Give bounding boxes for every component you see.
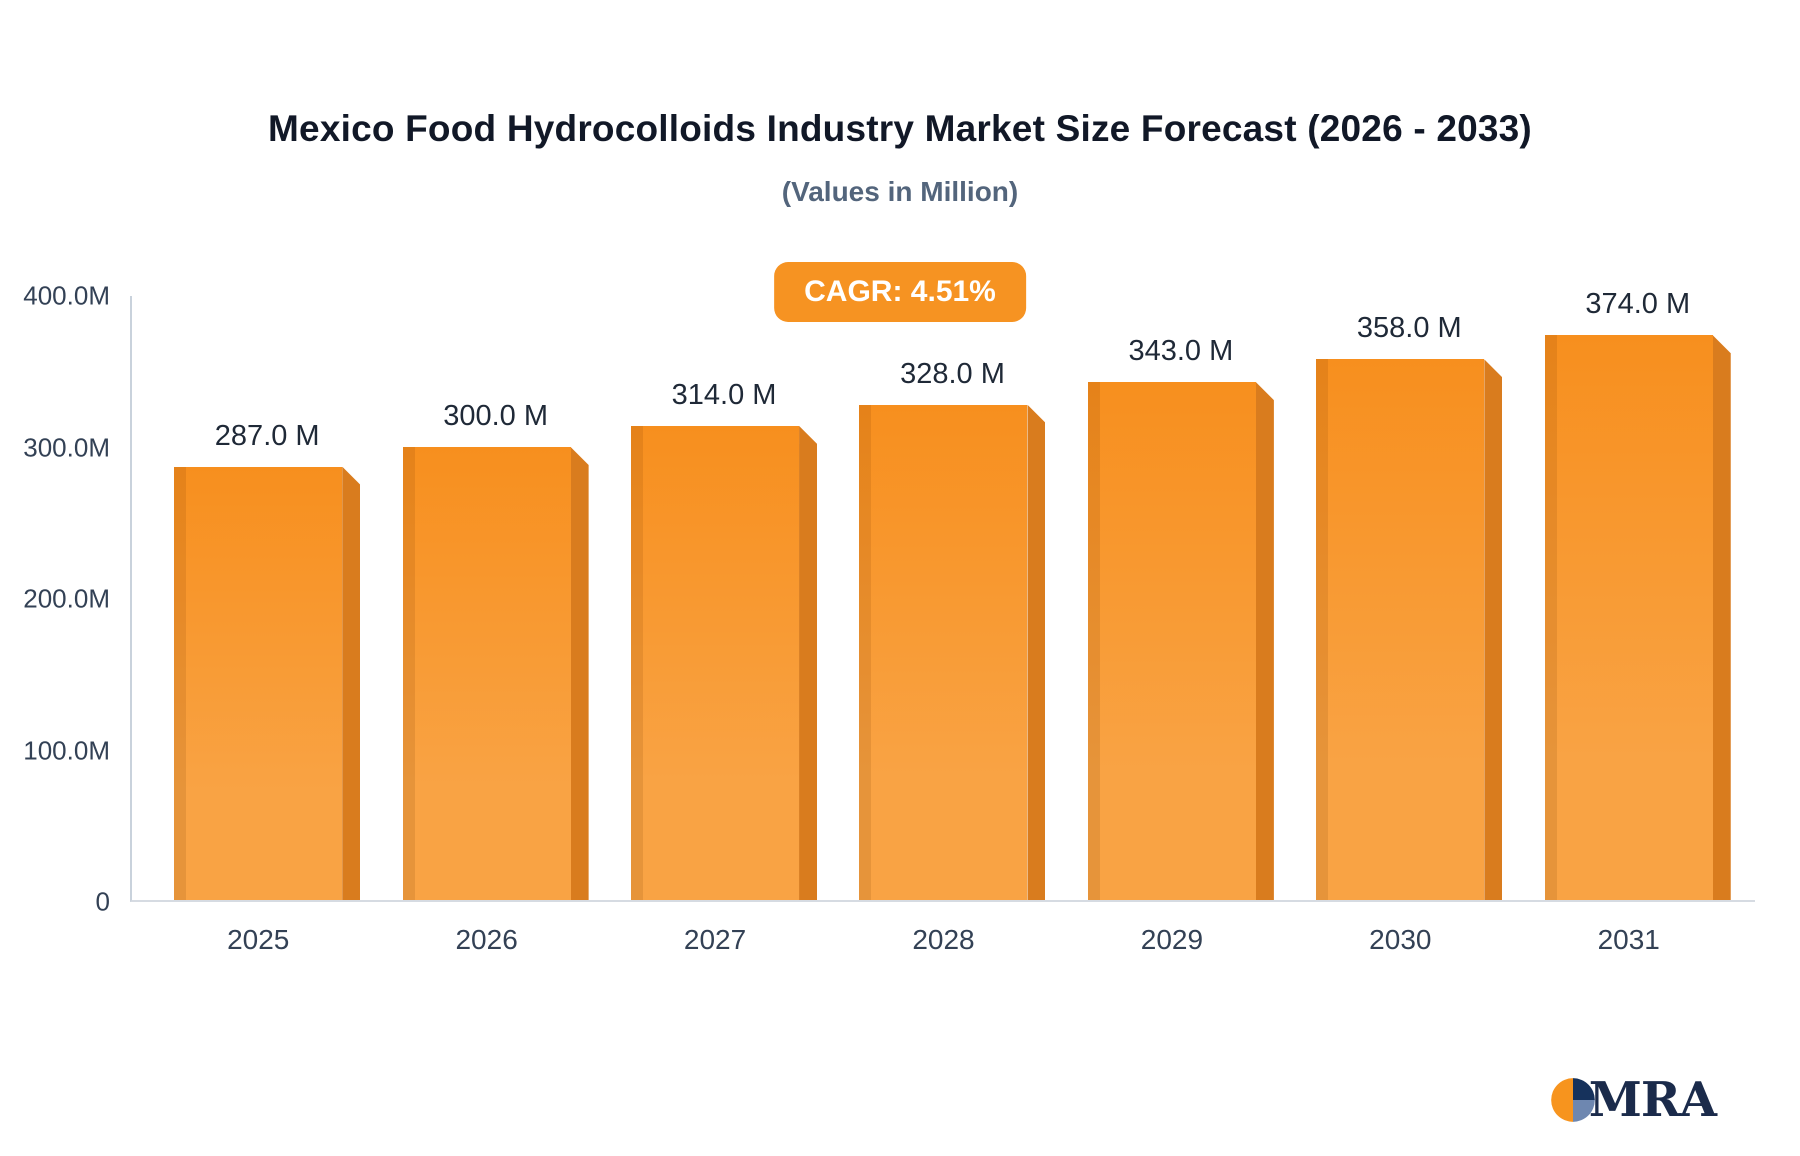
bar-slot: 374.0 M 2031: [1515, 288, 1743, 955]
brand-logo: MRA: [1549, 1072, 1717, 1128]
bar-slot: 343.0 M 2029: [1058, 296, 1286, 955]
bar-value-label: 314.0 M: [671, 378, 777, 411]
bar-side-face: [570, 447, 589, 900]
pie-chart-icon: [1550, 1078, 1595, 1122]
y-tick-label: 0: [95, 886, 110, 917]
bar-2029: 343.0 M: [1087, 335, 1274, 900]
x-axis-label: 2029: [1140, 924, 1204, 955]
y-tick-label: 300.0M: [23, 432, 110, 462]
bar-side-face: [1255, 382, 1274, 900]
bar-side-face: [1712, 335, 1731, 900]
bar-value-label: 328.0 M: [900, 357, 1005, 390]
plot-area: 287.0 M 2025 300.0 M 2026 314.0 M 2027 328.0 M…: [130, 288, 1755, 955]
page-subtitle: (Values in Million): [781, 176, 1019, 207]
bar-side-face: [342, 466, 361, 900]
bar-2030: 358.0 M: [1316, 312, 1503, 900]
y-tick-label: 400.0M: [23, 280, 110, 311]
bar-value-label: 300.0 M: [443, 400, 549, 432]
bar-slot: 287.0 M 2025: [144, 296, 372, 955]
page-title: Mexico Food Hydrocolloids Industry Marke…: [268, 108, 1532, 149]
bar-2026: 300.0 M: [402, 400, 589, 900]
bars-row: 287.0 M 2025 300.0 M 2026 314.0 M 2027 328.0 M…: [132, 288, 1755, 955]
bar-side-face: [799, 425, 818, 900]
bar-slot: 358.0 M 2030: [1286, 296, 1514, 955]
y-tick-label: 100.0M: [23, 735, 110, 765]
bar-value-label: 343.0 M: [1128, 335, 1234, 368]
x-axis-label: 2027: [683, 924, 747, 955]
brand-logo-text: MRA: [1588, 1072, 1717, 1128]
bar-side-face: [1027, 404, 1046, 900]
bar-2031: 374.0 M: [1544, 288, 1731, 900]
bar-value-label: 358.0 M: [1356, 312, 1462, 345]
bar-2028: 328.0 M: [859, 358, 1046, 901]
bar-slot: 314.0 M 2027: [601, 296, 829, 955]
x-axis-label: 2028: [912, 924, 975, 955]
bar-slot: 328.0 M 2028: [829, 296, 1057, 955]
cagr-badge: CAGR: 4.51%: [774, 262, 1026, 322]
bar-2025: 287.0 M: [174, 420, 361, 901]
y-axis-ticks: 400.0M 300.0M 200.0M 100.0M 0: [0, 281, 120, 917]
bar-side-face: [1484, 359, 1503, 900]
bar-2027: 314.0 M: [631, 379, 818, 901]
y-tick-label: 200.0M: [23, 583, 110, 614]
x-axis-label: 2030: [1369, 924, 1432, 955]
bar-value-label: 287.0 M: [214, 419, 320, 452]
x-axis-label: 2026: [455, 924, 518, 955]
bar-value-label: 374.0 M: [1585, 288, 1691, 321]
x-axis-label: 2031: [1597, 924, 1660, 955]
bar-slot: 300.0 M 2026: [372, 296, 600, 955]
x-axis-label: 2025: [227, 924, 290, 955]
